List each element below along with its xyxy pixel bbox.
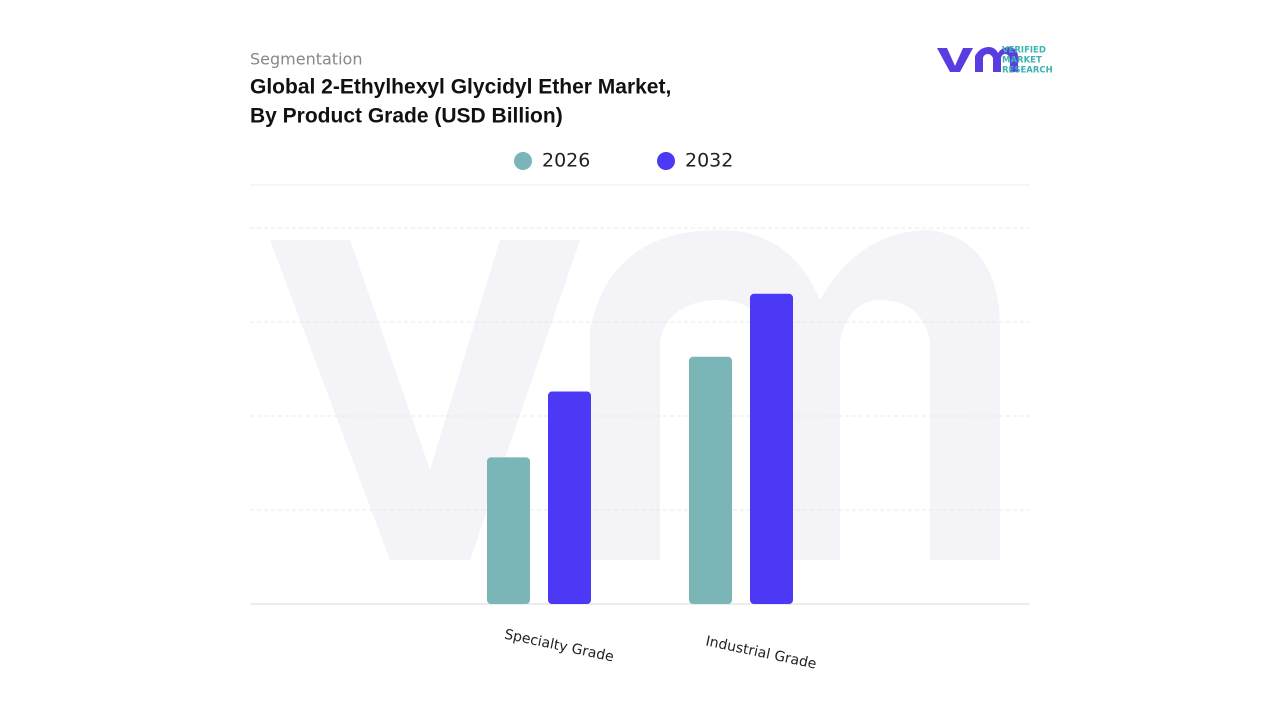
logo-text: MARKET bbox=[1002, 56, 1042, 66]
legend-swatch bbox=[514, 152, 532, 170]
chart-title: By Product Grade (USD Billion) bbox=[250, 105, 563, 128]
bar bbox=[750, 293, 793, 604]
legend-label: 2026 bbox=[542, 150, 590, 172]
chart-title: Global 2-Ethylhexyl Glycidyl Ether Marke… bbox=[250, 76, 671, 99]
legend-label: 2032 bbox=[685, 150, 733, 172]
logo-mark bbox=[937, 47, 1018, 72]
bar bbox=[548, 391, 591, 604]
logo: VERIFIED MARKET RESEARCH bbox=[937, 46, 1053, 76]
x-tick-label: Specialty Grade bbox=[503, 627, 615, 666]
bar bbox=[689, 356, 732, 604]
legend-swatch bbox=[657, 152, 675, 170]
x-tick-label: Industrial Grade bbox=[704, 633, 818, 672]
segment-label: Segmentation bbox=[250, 50, 362, 69]
watermark bbox=[270, 230, 1000, 560]
logo-text: RESEARCH bbox=[1002, 66, 1053, 76]
bar bbox=[487, 457, 530, 604]
logo-text: VERIFIED bbox=[1002, 46, 1046, 56]
